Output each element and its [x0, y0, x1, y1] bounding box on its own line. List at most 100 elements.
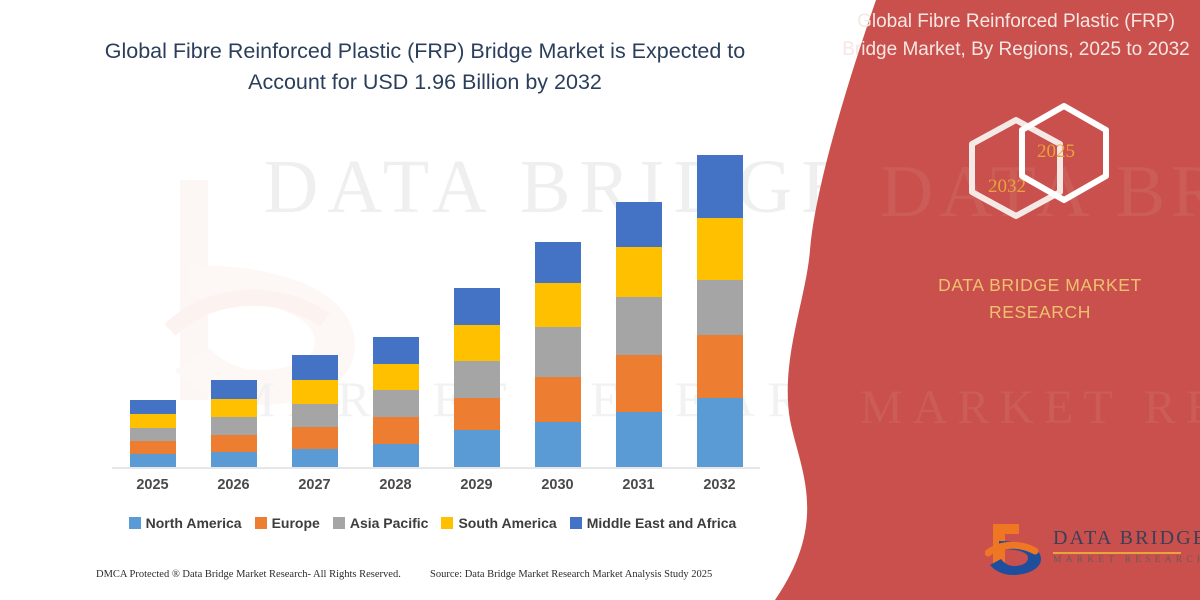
bar-segment — [210, 380, 257, 399]
x-axis-label-2031: 2031 — [622, 477, 655, 493]
company-logo: DATA BRIDGE MARKET RESEARCH — [984, 521, 1200, 583]
bar-column-2031 — [598, 130, 679, 467]
bar-column-2027 — [274, 130, 355, 467]
bar-segment — [291, 404, 338, 427]
stacked-bar — [210, 380, 257, 467]
hexagon-badge-label-2032: 2032 — [988, 176, 1026, 197]
bar-segment — [534, 377, 581, 422]
bar-segment — [696, 280, 743, 335]
footer-source: Source: Data Bridge Market Research Mark… — [430, 569, 713, 580]
bar-column-2025 — [112, 130, 193, 467]
stacked-bar — [453, 288, 500, 467]
stacked-bar-chart — [112, 130, 760, 468]
legend-item-asia-pacific[interactable]: Asia Pacific — [332, 515, 429, 531]
bar-segment — [453, 325, 500, 361]
bar-segment — [534, 422, 581, 467]
footer-copyright: DMCA Protected ® Data Bridge Market Rese… — [96, 569, 401, 580]
logo-divider — [1053, 552, 1181, 554]
bar-segment — [291, 355, 338, 380]
bar-segment — [615, 297, 662, 355]
legend-swatch-icon — [569, 517, 582, 529]
bar-column-2026 — [193, 130, 274, 467]
chart-axis-line — [112, 467, 760, 469]
bar-segment — [210, 435, 257, 452]
bar-column-2029 — [436, 130, 517, 467]
legend-label: Asia Pacific — [349, 515, 429, 531]
legend-swatch-icon — [128, 517, 141, 529]
bar-segment — [210, 399, 257, 417]
bar-segment — [534, 283, 581, 327]
red-panel-watermark-bottom: MARKET RESEARCH — [860, 381, 1200, 434]
stacked-bar — [615, 202, 662, 467]
bar-segment — [372, 337, 419, 364]
x-axis-label-2032: 2032 — [703, 477, 736, 493]
page-title: Global Fibre Reinforced Plastic (FRP) Br… — [104, 39, 746, 94]
bar-segment — [534, 242, 581, 283]
x-axis-label-2030: 2030 — [541, 477, 574, 493]
x-axis-label-2027: 2027 — [298, 477, 331, 493]
bar-segment — [129, 441, 176, 454]
hexagon-badge-group: 2032 2025 — [920, 100, 1120, 230]
legend-item-europe[interactable]: Europe — [254, 515, 320, 531]
logo-text-bottom: MARKET RESEARCH — [1053, 555, 1200, 565]
bar-segment — [210, 417, 257, 435]
chart-legend: North America Europe Asia Pacific South Ame… — [100, 515, 765, 531]
bar-segment — [291, 427, 338, 449]
bar-segment — [372, 417, 419, 444]
bar-segment — [615, 247, 662, 297]
stacked-bar — [291, 355, 338, 467]
right-panel-heading: Global Fibre Reinforced Plastic (FRP) Br… — [842, 11, 1190, 60]
bar-column-2030 — [517, 130, 598, 467]
bar-segment — [291, 449, 338, 467]
bar-segment — [129, 400, 176, 414]
chart-bars-area — [112, 130, 760, 467]
bar-segment — [696, 218, 743, 280]
legend-item-middle-east-and-africa[interactable]: Middle East and Africa — [569, 515, 737, 531]
hexagon-badge-label-2025: 2025 — [1037, 141, 1075, 162]
legend-label: South America — [458, 515, 557, 531]
bar-segment — [615, 412, 662, 467]
bar-segment — [372, 390, 419, 417]
bar-segment — [372, 364, 419, 390]
bar-segment — [129, 454, 176, 467]
x-axis-label-2029: 2029 — [460, 477, 493, 493]
legend-item-south-america[interactable]: South America — [441, 515, 557, 531]
x-axis-label-2025: 2025 — [136, 477, 169, 493]
bar-segment — [615, 202, 662, 247]
bar-segment — [453, 288, 500, 325]
stacked-bar — [696, 155, 743, 467]
bar-segment — [696, 398, 743, 467]
stacked-bar — [372, 337, 419, 467]
legend-label: North America — [145, 515, 242, 531]
legend-label: Europe — [271, 515, 320, 531]
bar-segment — [453, 430, 500, 467]
legend-swatch-icon — [441, 517, 454, 529]
legend-swatch-icon — [254, 517, 267, 529]
x-axis-label-2028: 2028 — [379, 477, 412, 493]
bar-segment — [615, 355, 662, 412]
bar-segment — [291, 380, 338, 404]
data-bridge-logo-mark-icon — [984, 524, 1041, 575]
stacked-bar — [534, 242, 581, 467]
hexagon-outlines-icon — [969, 103, 1109, 219]
bar-segment — [453, 361, 500, 398]
bar-column-2032 — [679, 130, 760, 467]
red-panel-watermark-top: DATA BRIDGE — [880, 151, 1200, 233]
bar-segment — [129, 428, 176, 441]
bar-column-2028 — [355, 130, 436, 467]
chart-x-axis-labels: 2025 2026 2027 2028 2029 2030 2031 2032 — [112, 477, 760, 493]
right-panel-brand: DATA BRIDGE MARKET RESEARCH — [938, 275, 1142, 323]
bar-segment — [372, 444, 419, 467]
bar-segment — [129, 414, 176, 428]
bar-segment — [453, 398, 500, 430]
bar-segment — [696, 335, 743, 398]
legend-swatch-icon — [332, 517, 345, 529]
bar-segment — [210, 452, 257, 467]
legend-item-north-america[interactable]: North America — [128, 515, 242, 531]
logo-text-top: DATA BRIDGE — [1053, 527, 1200, 549]
bar-segment — [696, 155, 743, 218]
x-axis-label-2026: 2026 — [217, 477, 250, 493]
legend-label: Middle East and Africa — [586, 515, 737, 531]
